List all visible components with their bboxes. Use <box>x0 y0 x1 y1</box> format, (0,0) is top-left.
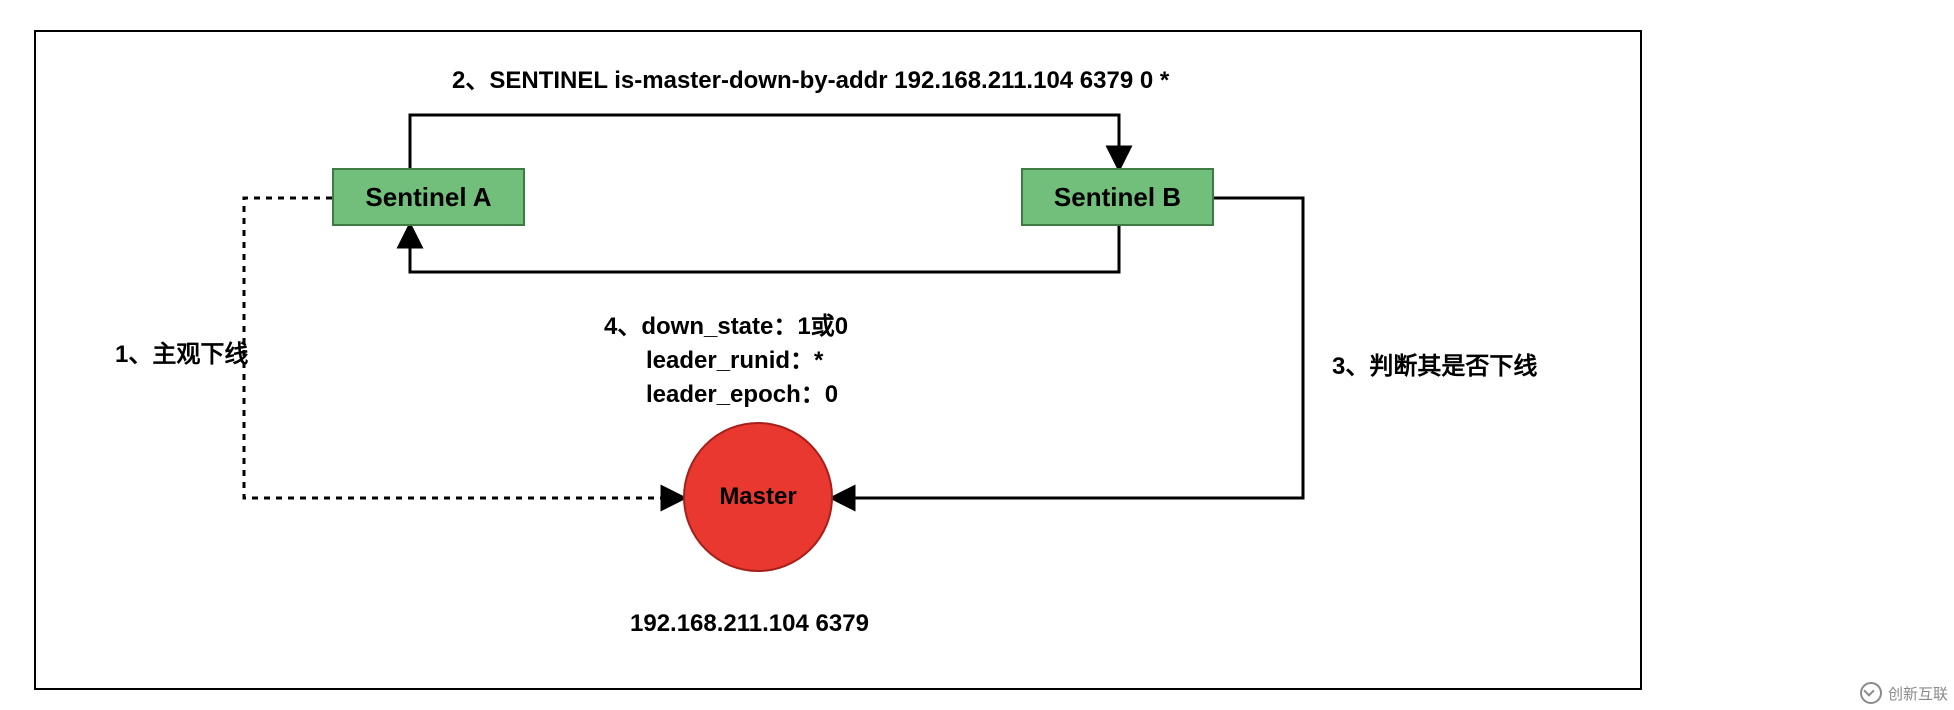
label-l4b: leader_runid：* <box>646 340 823 375</box>
node-sentinel_b: Sentinel B <box>1021 168 1214 226</box>
watermark-icon <box>1860 682 1882 704</box>
node-sentinel_a: Sentinel A <box>332 168 525 226</box>
label-l2: 2、SENTINEL is-master-down-by-addr 192.16… <box>452 60 1169 95</box>
label-l3: 3、判断其是否下线 <box>1332 346 1537 381</box>
watermark: 创新互联 <box>1860 682 1948 704</box>
label-l5: 192.168.211.104 6379 <box>630 610 869 638</box>
label-l4c: leader_epoch：0 <box>646 374 838 409</box>
label-l4a: 4、down_state：1或0 <box>604 306 848 341</box>
label-l1: 1、主观下线 <box>115 334 248 369</box>
diagram-canvas: 创新互联 Sentinel A Sentinel B Master 2、SENTINE… <box>0 0 1954 710</box>
watermark-text: 创新互联 <box>1888 683 1948 704</box>
node-master: Master <box>683 422 833 572</box>
